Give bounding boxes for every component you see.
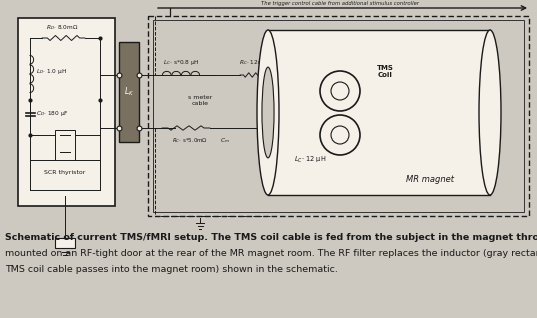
Text: $L_K$: $L_K$ xyxy=(124,86,134,98)
Ellipse shape xyxy=(479,30,501,195)
Text: mounted on an RF-tight door at the rear of the MR magnet room. The RF filter rep: mounted on an RF-tight door at the rear … xyxy=(5,249,537,258)
Circle shape xyxy=(331,126,349,144)
Text: s meter
cable: s meter cable xyxy=(188,95,212,106)
Bar xyxy=(119,42,139,142)
Text: $L_C$· s*0.8 μH: $L_C$· s*0.8 μH xyxy=(163,58,199,67)
Text: $L_D$· 1.0 μH: $L_D$· 1.0 μH xyxy=(36,67,67,77)
Circle shape xyxy=(331,82,349,100)
Text: TMS
Coil: TMS Coil xyxy=(376,65,394,78)
Ellipse shape xyxy=(262,67,274,158)
Bar xyxy=(268,30,490,195)
Text: $R_C$· s*5.0m$\Omega$: $R_C$· s*5.0m$\Omega$ xyxy=(172,136,208,145)
Ellipse shape xyxy=(257,30,279,195)
Text: $R_D$· 8.0m$\Omega$: $R_D$· 8.0m$\Omega$ xyxy=(46,23,78,32)
Text: $C_m$: $C_m$ xyxy=(220,136,230,145)
Text: MR magnet: MR magnet xyxy=(406,175,454,184)
Bar xyxy=(55,130,75,160)
Text: $L_C$· 12 μH: $L_C$· 12 μH xyxy=(294,155,326,165)
Text: The trigger control cable from additional stimulus controller: The trigger control cable from additiona… xyxy=(261,1,419,6)
Text: SCR thyristor: SCR thyristor xyxy=(45,170,86,175)
Text: $R_C$· 12m$\Omega$: $R_C$· 12m$\Omega$ xyxy=(239,58,269,67)
Bar xyxy=(153,20,524,212)
Circle shape xyxy=(320,115,360,155)
Text: $C_D$· 180 μF: $C_D$· 180 μF xyxy=(36,109,69,119)
Bar xyxy=(55,238,75,248)
Text: TMS coil cable passes into the magnet room) shown in the schematic.: TMS coil cable passes into the magnet ro… xyxy=(5,265,338,274)
Bar xyxy=(148,16,529,216)
Text: Schematic of current TMS/fMRI setup. The TMS coil cable is fed from the subject : Schematic of current TMS/fMRI setup. The… xyxy=(5,233,537,242)
Bar xyxy=(18,18,115,206)
Circle shape xyxy=(320,71,360,111)
